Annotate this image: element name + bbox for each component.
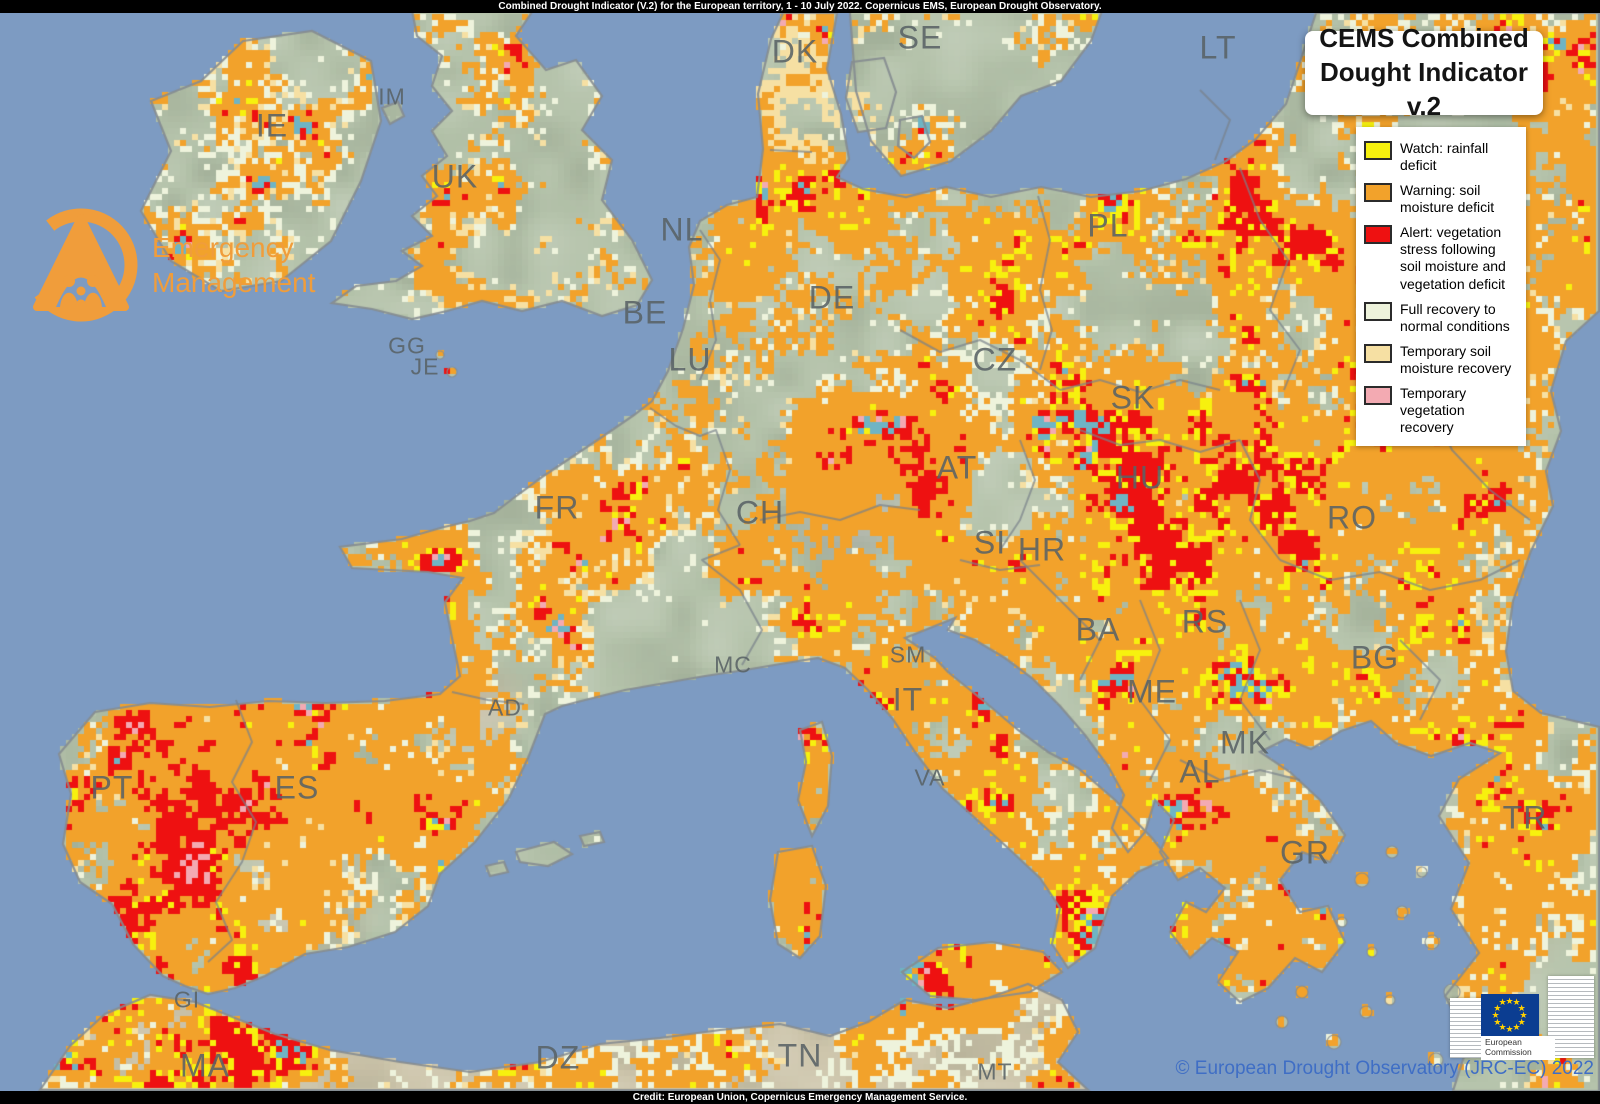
legend: Watch: rainfall deficit Warning: soil moi… (1356, 127, 1526, 447)
legend-item: Warning: soil moisture deficit (1364, 182, 1518, 216)
country-label-PT: PT (90, 769, 134, 806)
ec-building-lines-right (1548, 976, 1594, 1058)
country-label-DK: DK (771, 33, 819, 70)
legend-item: Temporary vegetation recovery (1364, 385, 1518, 436)
eu-star-icon: ★ (1512, 1021, 1521, 1032)
country-label-IM: IM (378, 83, 406, 110)
header-text: Combined Drought Indicator (V.2) for the… (498, 1, 1102, 12)
country-label-BG: BG (1350, 639, 1400, 676)
legend-swatch (1364, 301, 1392, 321)
country-label-GR: GR (1280, 834, 1330, 871)
emergency-management-wordmark: Emergency Management (152, 232, 316, 298)
legend-swatch (1364, 343, 1392, 363)
legend-item-label: Full recovery to normal conditions (1400, 300, 1510, 334)
eu-star-icon: ★ (1505, 1023, 1514, 1034)
footer-bar: Credit: European Union, Copernicus Emerg… (0, 1091, 1600, 1104)
legend-item: Watch: rainfall deficit (1364, 140, 1518, 174)
country-label-MT: MT (977, 1058, 1013, 1085)
emergency-management-icon (24, 208, 138, 322)
country-label-SM: SM (889, 641, 927, 668)
legend-swatch (1364, 183, 1392, 203)
eu-star-icon: ★ (1512, 997, 1521, 1008)
country-label-CH: CH (735, 494, 785, 531)
country-label-AD: AD (488, 694, 522, 721)
copyright-text: © European Drought Observatory (JRC-EC) … (1175, 1058, 1594, 1079)
legend-swatch (1364, 141, 1392, 160)
country-label-HR: HR (1017, 531, 1067, 568)
legend-item-label: Alert: vegetation stress following soil … (1400, 224, 1506, 292)
country-label-NL: NL (660, 211, 704, 248)
map-title-box: CEMS Combined Dought Indicator v.2 (1305, 23, 1543, 121)
country-label-LU: LU (668, 341, 712, 378)
country-label-IT: IT (892, 681, 924, 718)
eu-star-icon: ★ (1517, 1002, 1526, 1013)
legend-item: Temporary soil moisture recovery (1364, 343, 1518, 377)
country-label-MC: MC (714, 651, 752, 678)
legend-item-label: Temporary vegetation recovery (1400, 384, 1467, 436)
ec-wordmark: European Commission (1481, 1036, 1555, 1060)
emergency-management-logo: Emergency Management (22, 204, 315, 326)
eu-star-icon: ★ (1498, 997, 1507, 1008)
country-label-BA: BA (1075, 611, 1121, 648)
legend-item: Alert: vegetation stress following soil … (1364, 224, 1518, 292)
country-label-RS: RS (1181, 603, 1229, 640)
country-label-FR: FR (534, 489, 580, 526)
country-label-IE: IE (255, 107, 289, 144)
country-label-HU: HU (1115, 459, 1165, 496)
footer-text: Credit: European Union, Copernicus Emerg… (632, 1092, 968, 1103)
eu-star-icon: ★ (1491, 1009, 1500, 1020)
legend-item-label: Watch: rainfall deficit (1400, 140, 1489, 174)
country-label-TN: TN (777, 1037, 823, 1074)
legend-item: Full recovery to normal conditions (1364, 301, 1518, 335)
eu-star-icon: ★ (1519, 1009, 1528, 1020)
country-label-AL: AL (1179, 753, 1221, 790)
country-label-RO: RO (1327, 499, 1377, 536)
country-label-DZ: DZ (535, 1039, 581, 1076)
country-label-CZ: CZ (972, 341, 1018, 378)
country-label-GG: GG (388, 332, 426, 359)
country-label-MA: MA (180, 1047, 230, 1084)
country-label-SK: SK (1110, 379, 1156, 416)
country-label-UK: UK (431, 158, 479, 195)
country-label-LT: LT (1199, 29, 1237, 66)
legend-item-label: Temporary soil moisture recovery (1400, 342, 1512, 376)
eu-star-icon: ★ (1493, 1002, 1502, 1013)
country-label-TR: TR (1502, 799, 1548, 836)
country-label-PL: PL (1087, 207, 1129, 244)
european-commission-logo: ★ ★ ★ ★ ★ ★ ★ ★ ★ ★ ★ ★ European Commission (1448, 968, 1600, 1064)
country-label-SE: SE (897, 19, 943, 56)
country-label-JE: JE (410, 353, 440, 380)
country-label-SI: SI (973, 524, 1007, 561)
country-label-ES: ES (274, 769, 320, 806)
country-label-VA: VA (914, 764, 946, 791)
legend-swatch (1364, 225, 1392, 245)
country-label-GI: GI (173, 986, 201, 1013)
eu-star-icon: ★ (1498, 1021, 1507, 1032)
eu-star-icon: ★ (1505, 995, 1514, 1006)
map-title-line1: CEMS Combined (1319, 23, 1529, 54)
country-label-AT: AT (936, 449, 978, 486)
country-label-BE: BE (622, 294, 668, 331)
legend-swatch (1364, 385, 1392, 405)
eu-star-icon: ★ (1493, 1016, 1502, 1027)
eu-flag-icon: ★ ★ ★ ★ ★ ★ ★ ★ ★ ★ ★ ★ (1481, 994, 1539, 1036)
header-bar: Combined Drought Indicator (V.2) for the… (0, 0, 1600, 13)
legend-item-label: Warning: soil moisture deficit (1400, 182, 1495, 216)
country-label-MK: MK (1220, 724, 1270, 761)
country-label-ME: ME (1127, 673, 1177, 710)
map-title-line2: Dought Indicator v.2 (1320, 57, 1528, 121)
country-label-DE: DE (808, 279, 856, 316)
eu-star-icon: ★ (1517, 1016, 1526, 1027)
